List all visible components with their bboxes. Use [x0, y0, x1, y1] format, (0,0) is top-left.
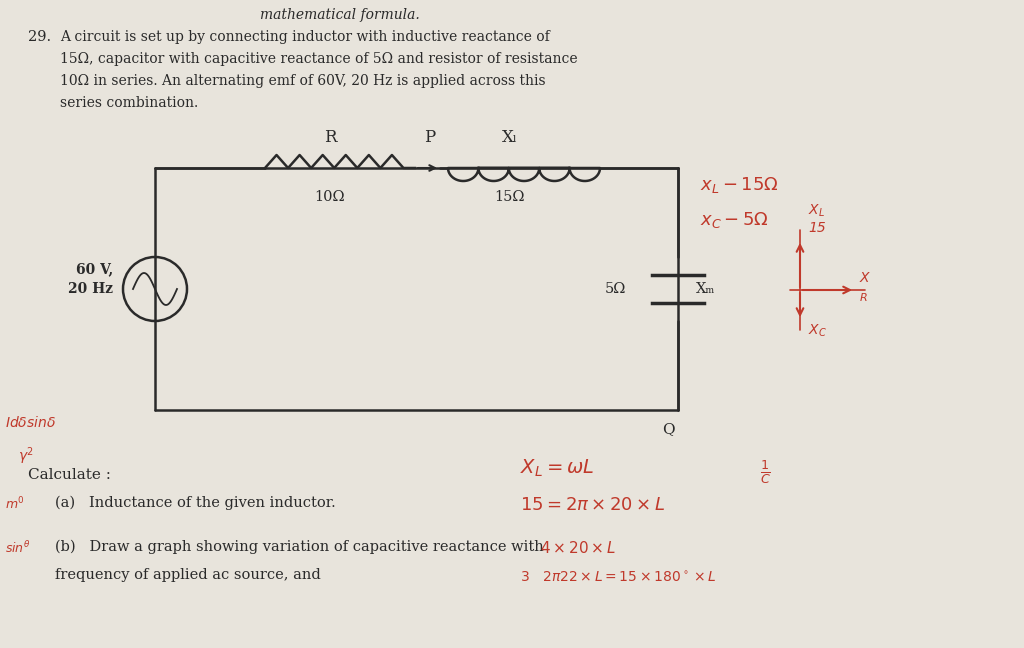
Text: (b)   Draw a graph showing variation of capacitive reactance with: (b) Draw a graph showing variation of ca…	[55, 540, 544, 555]
Text: Q: Q	[662, 422, 675, 436]
Text: sin$^{\theta}$: sin$^{\theta}$	[5, 540, 31, 556]
Text: (a)   Inductance of the given inductor.: (a) Inductance of the given inductor.	[55, 496, 336, 511]
Text: $x_L - 15\Omega$: $x_L - 15\Omega$	[700, 175, 778, 195]
Text: 15Ω: 15Ω	[495, 190, 525, 204]
Text: 10Ω in series. An alternating emf of 60V, 20 Hz is applied across this: 10Ω in series. An alternating emf of 60V…	[60, 74, 546, 88]
Text: $15 = 2\pi \times 20\times L$: $15 = 2\pi \times 20\times L$	[520, 496, 666, 514]
Text: P: P	[424, 129, 435, 146]
Text: 29.: 29.	[28, 30, 51, 44]
Text: $X_C$: $X_C$	[808, 323, 827, 340]
Text: 60 V,
20 Hz: 60 V, 20 Hz	[68, 262, 113, 295]
Text: A circuit is set up by connecting inductor with inductive reactance of: A circuit is set up by connecting induct…	[60, 30, 550, 44]
Text: $X_L$
15: $X_L$ 15	[808, 202, 825, 235]
Text: X: X	[860, 271, 869, 285]
Text: frequency of applied ac source, and: frequency of applied ac source, and	[55, 568, 321, 582]
Text: $3 \quad 2\pi 22\times L = 15\times 180^\circ \times L$: $3 \quad 2\pi 22\times L = 15\times 180^…	[520, 570, 717, 584]
Text: Xₘ: Xₘ	[696, 282, 716, 296]
Text: 5Ω: 5Ω	[604, 282, 626, 296]
Text: Xₗ: Xₗ	[502, 129, 518, 146]
Text: series combination.: series combination.	[60, 96, 199, 110]
Text: mathematical formula.: mathematical formula.	[260, 8, 420, 22]
Text: $\gamma^2$: $\gamma^2$	[18, 445, 34, 467]
Text: $x_C - 5\Omega$: $x_C - 5\Omega$	[700, 210, 769, 230]
Text: Calculate :: Calculate :	[28, 468, 111, 482]
Text: Id$\delta$sin$\delta$: Id$\delta$sin$\delta$	[5, 415, 56, 430]
Text: $X_L = \omega L$: $X_L = \omega L$	[520, 458, 594, 480]
Text: 10Ω: 10Ω	[314, 190, 345, 204]
Text: m$^0$: m$^0$	[5, 496, 25, 513]
Text: 15Ω, capacitor with capacitive reactance of 5Ω and resistor of resistance: 15Ω, capacitor with capacitive reactance…	[60, 52, 578, 66]
Text: R: R	[860, 293, 867, 303]
Text: $4\times20\times L$: $4\times20\times L$	[540, 540, 616, 556]
Text: $\frac{1}{C}$: $\frac{1}{C}$	[760, 458, 771, 486]
Text: R: R	[324, 129, 336, 146]
